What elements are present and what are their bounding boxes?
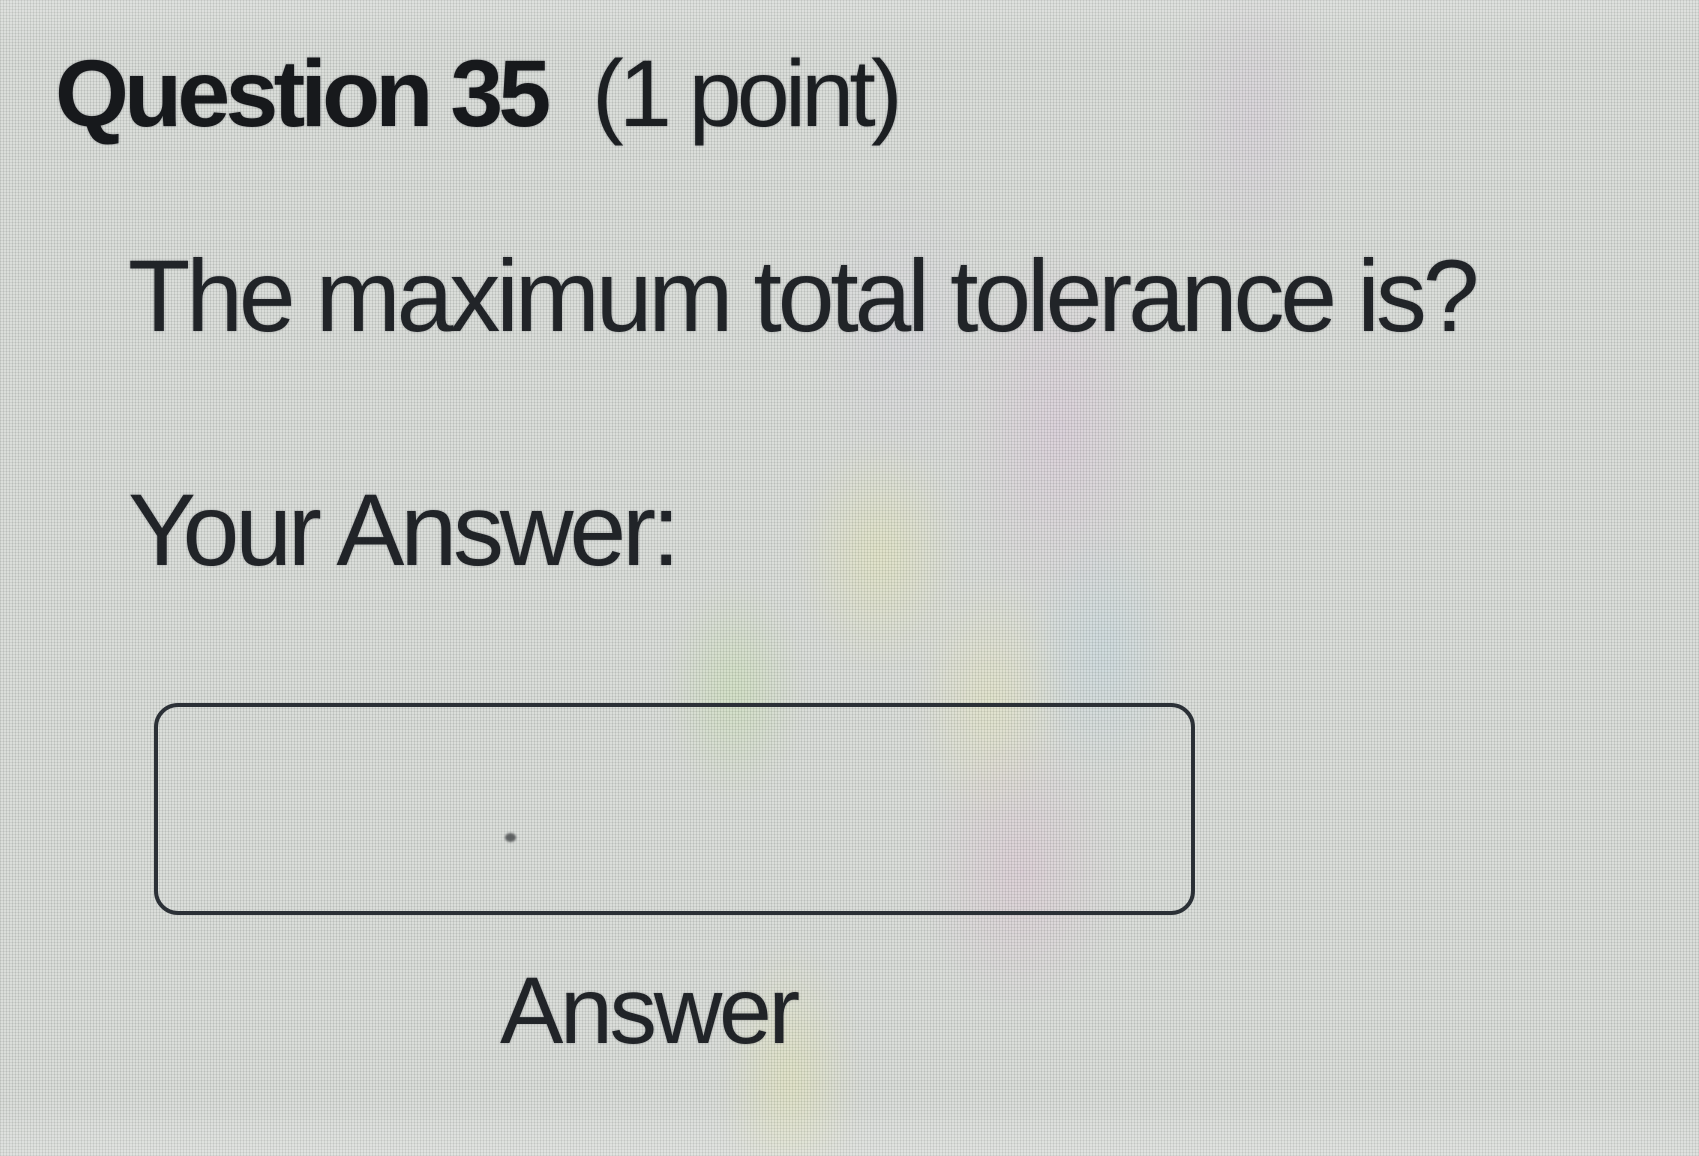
answer-field-caption: Answer (500, 958, 800, 1064)
question-number-label: Question 35 (55, 41, 551, 147)
your-answer-label: Your Answer: (128, 473, 680, 587)
question-prompt: The maximum total tolerance is? (128, 239, 1480, 353)
answer-input[interactable] (154, 703, 1195, 915)
question-points-label: (1 point) (592, 41, 903, 147)
question-header: Question 35 (1 point) (55, 47, 903, 142)
